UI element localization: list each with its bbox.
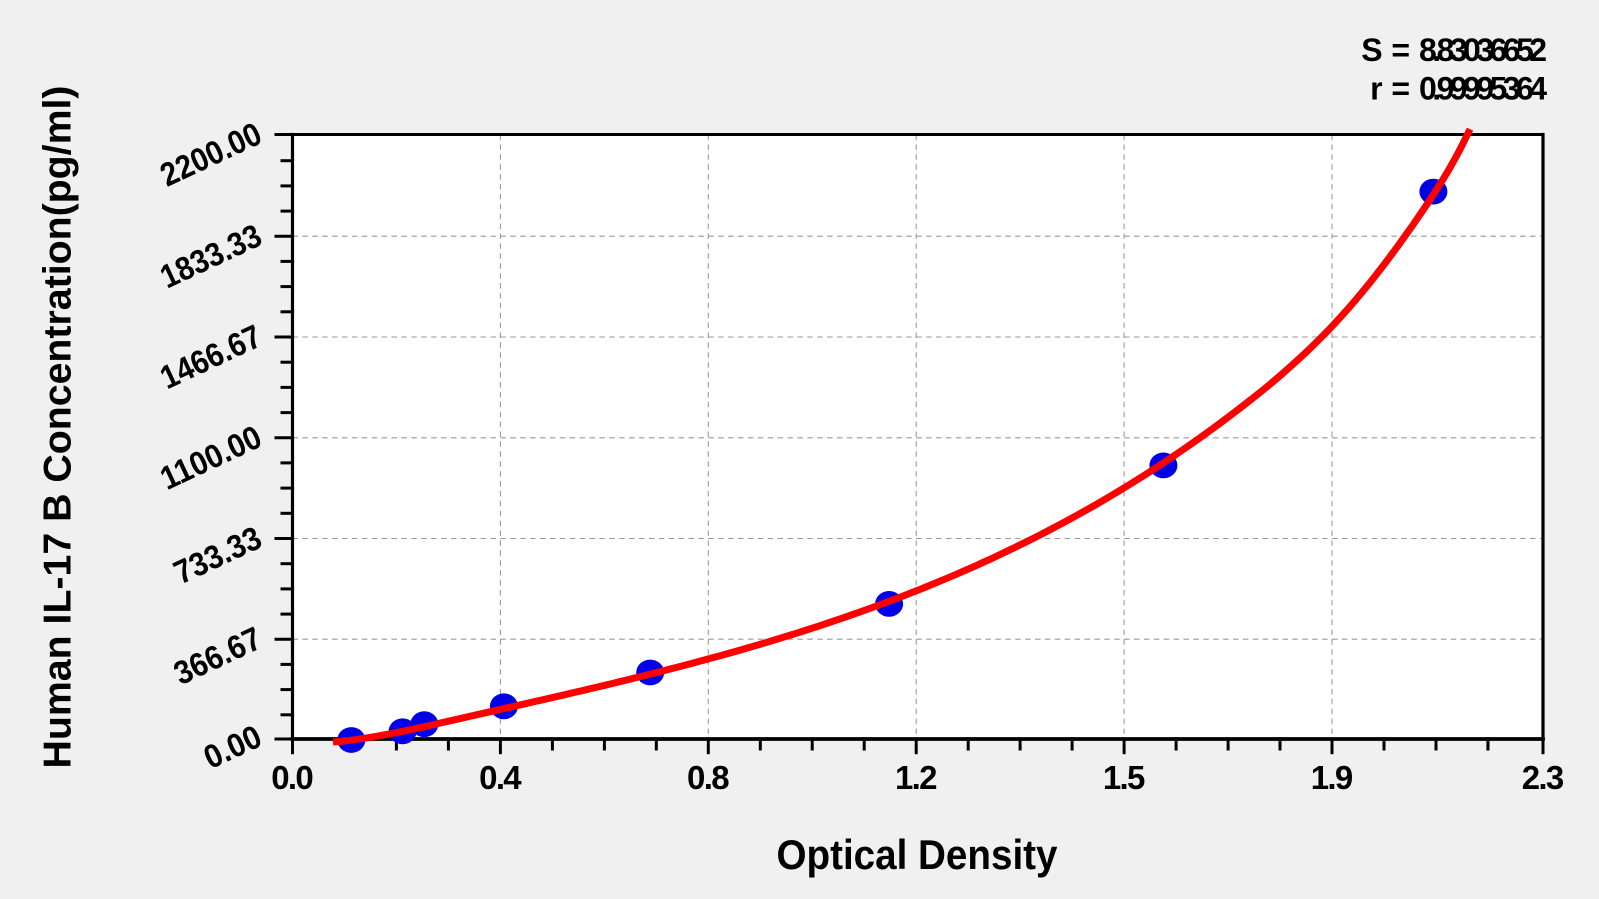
svg-text:0.0: 0.0 (271, 759, 314, 796)
svg-text:S = 8.83036652: S = 8.83036652 (1361, 32, 1547, 68)
svg-text:Optical Density: Optical Density (777, 831, 1058, 878)
svg-text:1.2: 1.2 (895, 759, 938, 796)
svg-text:r = 0.99995364: r = 0.99995364 (1370, 71, 1547, 107)
svg-text:1.5: 1.5 (1103, 759, 1146, 796)
svg-text:Human IL-17 B Concentration(pg: Human IL-17 B Concentration(pg/ml) (37, 86, 80, 769)
svg-text:0.4: 0.4 (479, 759, 522, 796)
svg-text:2.3: 2.3 (1522, 759, 1565, 796)
svg-text:1.9: 1.9 (1311, 759, 1354, 796)
svg-text:0.8: 0.8 (687, 759, 730, 796)
